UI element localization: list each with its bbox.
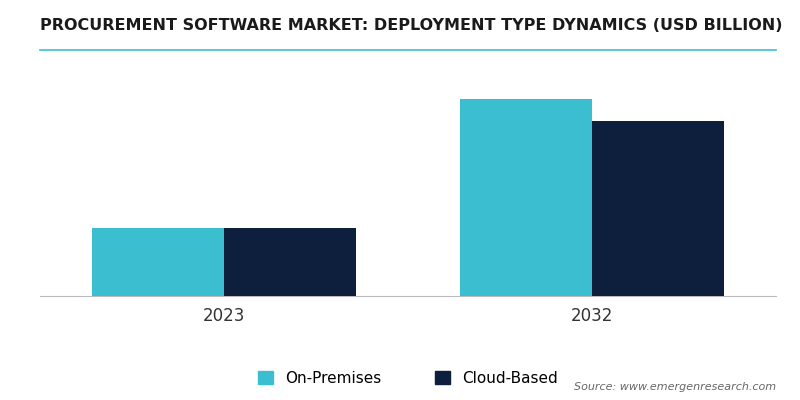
Text: Source: www.emergenresearch.com: Source: www.emergenresearch.com bbox=[574, 382, 776, 392]
Text: PROCUREMENT SOFTWARE MARKET: DEPLOYMENT TYPE DYNAMICS (USD BILLION): PROCUREMENT SOFTWARE MARKET: DEPLOYMENT … bbox=[40, 18, 782, 33]
Bar bbox=[91, 228, 224, 296]
Bar bbox=[459, 100, 592, 296]
Legend: On-Premises, Cloud-Based: On-Premises, Cloud-Based bbox=[258, 371, 558, 386]
Bar bbox=[224, 228, 357, 296]
Bar bbox=[592, 121, 725, 296]
